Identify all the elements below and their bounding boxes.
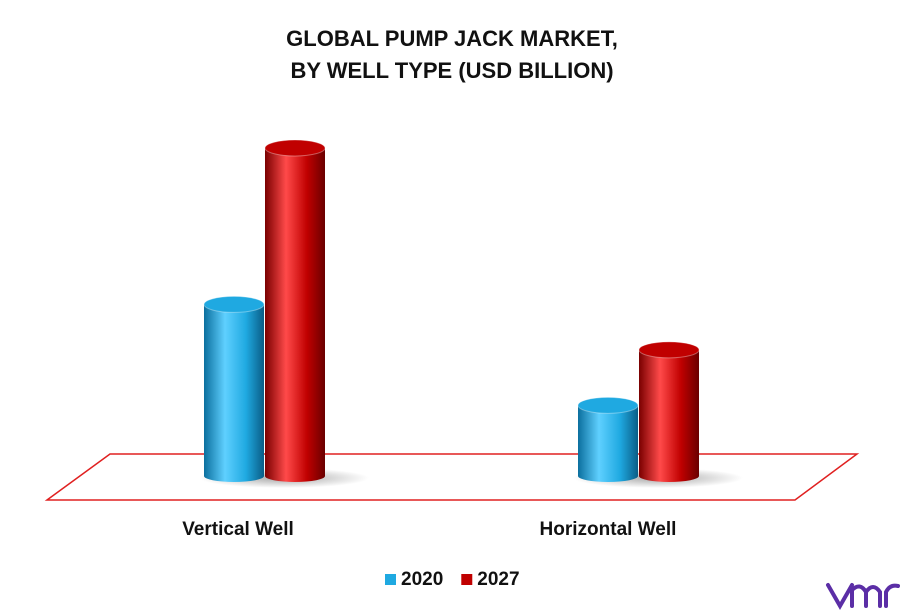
bar-top: [577, 396, 639, 414]
x-tick-label: Horizontal Well: [540, 519, 677, 540]
legend-swatch: [385, 574, 396, 585]
bar-top: [638, 341, 700, 359]
bar-top: [264, 139, 326, 157]
bar-top: [203, 295, 265, 313]
legend-swatch: [461, 574, 473, 585]
legend-label: 2020: [401, 569, 443, 590]
chart-title: GLOBAL PUMP JACK MARKET,: [286, 26, 618, 51]
floor: [44, 453, 860, 501]
chart-title: BY WELL TYPE (USD BILLION): [290, 58, 613, 83]
bar: [639, 349, 699, 476]
bar: [204, 304, 264, 476]
legend-label: 2027: [477, 569, 519, 590]
bar: [265, 148, 325, 476]
x-tick-label: Vertical Well: [182, 519, 294, 540]
logo: [826, 583, 900, 611]
bar: [578, 405, 638, 476]
